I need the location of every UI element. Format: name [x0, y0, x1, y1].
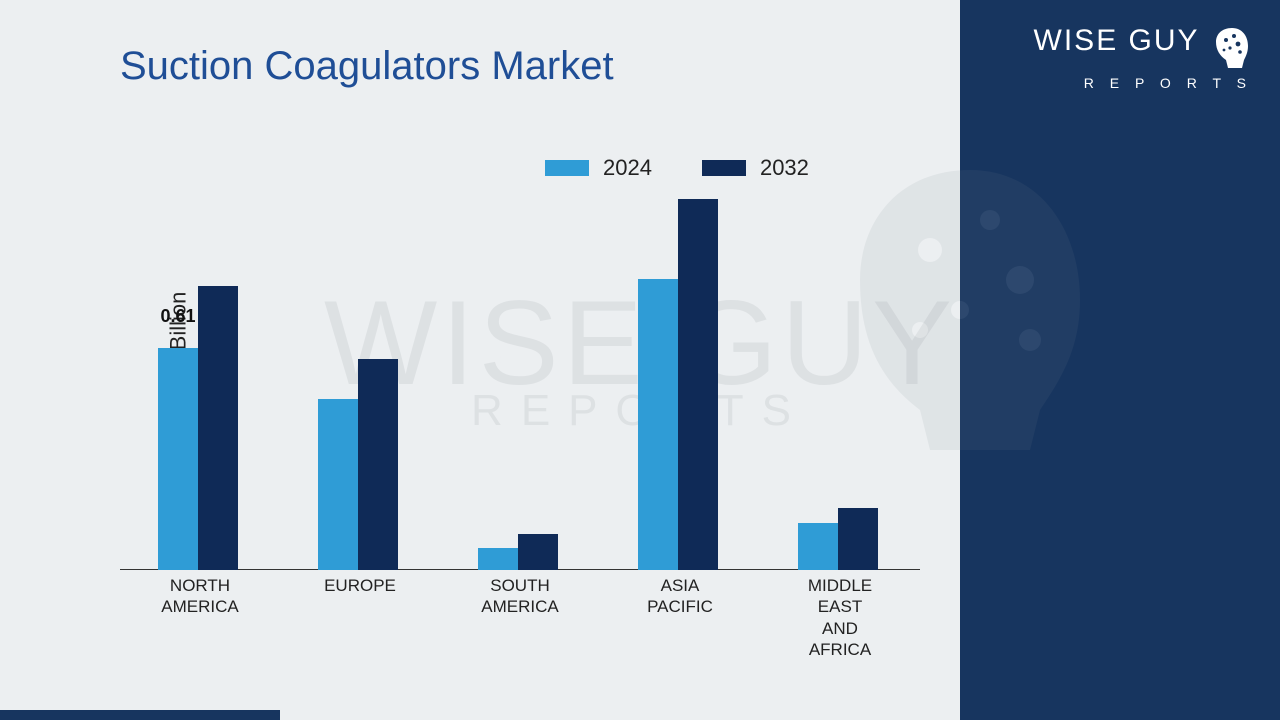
bar-series-a [798, 523, 838, 570]
bar-value-label: 0.61 [160, 306, 195, 327]
page-title: Suction Coagulators Market [120, 44, 614, 89]
bar-series-a [478, 548, 518, 570]
stage: WISE GUY R E P O R T S Suction Coagulato… [0, 0, 1280, 720]
bottom-accent-bar [0, 710, 280, 720]
bar-series-b [518, 534, 558, 570]
bar-series-b [358, 359, 398, 570]
plot: 0.61 [120, 170, 920, 570]
brand-logo: WISE GUY R E P O R T S [1034, 26, 1252, 90]
bar-series-a [318, 399, 358, 570]
logo-line1: WISE GUY [1034, 24, 1200, 57]
bar-series-b [838, 508, 878, 570]
logo-line2: R E P O R T S [1034, 76, 1252, 90]
bar-series-b [678, 199, 718, 570]
bar-series-a [158, 348, 198, 570]
x-axis-label: ASIAPACIFIC [620, 575, 740, 618]
x-axis-label: EUROPE [300, 575, 420, 596]
bar-series-a [638, 279, 678, 570]
x-axis-label: NORTHAMERICA [140, 575, 260, 618]
x-axis-label: SOUTHAMERICA [460, 575, 580, 618]
bar-series-b [198, 286, 238, 570]
x-axis-label: MIDDLEEASTANDAFRICA [780, 575, 900, 660]
chart-area: Market Size in USD Billion 0.61 NORTHAME… [40, 150, 940, 690]
logo-head-icon [1212, 26, 1252, 74]
